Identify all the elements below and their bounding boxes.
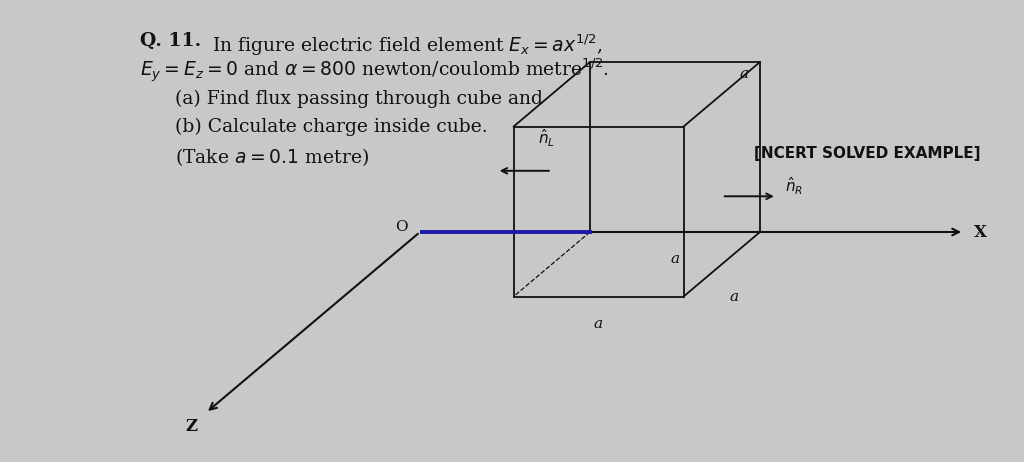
Text: [NCERT SOLVED EXAMPLE]: [NCERT SOLVED EXAMPLE] bbox=[754, 146, 980, 161]
Text: Q. 11.: Q. 11. bbox=[140, 32, 201, 50]
Text: a: a bbox=[594, 317, 603, 331]
Text: O: O bbox=[395, 220, 408, 234]
Text: a: a bbox=[671, 252, 680, 267]
Text: a: a bbox=[729, 290, 738, 304]
Text: Z: Z bbox=[185, 418, 198, 435]
Text: $\hat{n}_R$: $\hat{n}_R$ bbox=[784, 176, 803, 197]
Text: $E_y = E_z = 0$ and $\alpha = 800$ newton/coulomb metre$^{1/2}$.: $E_y = E_z = 0$ and $\alpha = 800$ newto… bbox=[140, 57, 609, 85]
Text: (Take $a = 0.1$ metre): (Take $a = 0.1$ metre) bbox=[175, 146, 369, 168]
Text: X: X bbox=[974, 224, 987, 241]
Text: $\hat{n}_L$: $\hat{n}_L$ bbox=[539, 127, 555, 149]
Text: (b) Calculate charge inside cube.: (b) Calculate charge inside cube. bbox=[175, 118, 487, 136]
Text: In figure electric field element $E_x = ax^{1/2}$,: In figure electric field element $E_x = … bbox=[212, 32, 603, 57]
Text: a: a bbox=[739, 67, 749, 81]
Text: (a) Find flux passing through cube and: (a) Find flux passing through cube and bbox=[175, 90, 543, 108]
